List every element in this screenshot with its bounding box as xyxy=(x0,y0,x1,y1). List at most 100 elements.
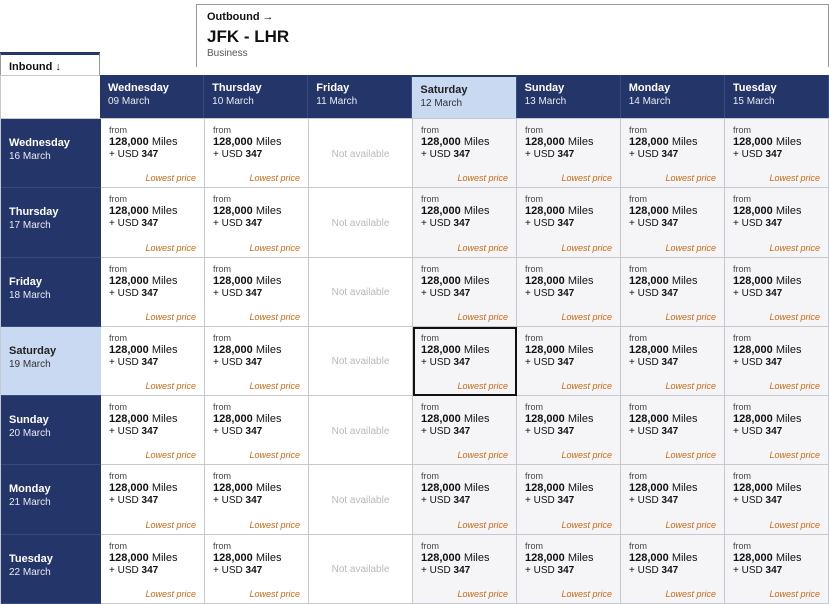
fare-cell[interactable]: from128,000 Miles+ USD 347Lowest price xyxy=(413,396,517,465)
miles-value: 128,000 Miles xyxy=(213,482,300,494)
cash-value: + USD 347 xyxy=(421,288,508,299)
row-header[interactable]: Friday18 March xyxy=(1,258,101,327)
col-header[interactable]: Wednesday09 March xyxy=(100,75,204,118)
fare-cell[interactable]: from128,000 Miles+ USD 347Lowest price xyxy=(101,188,205,257)
row-header[interactable]: Monday21 March xyxy=(1,465,101,534)
miles-value: 128,000 Miles xyxy=(525,344,612,356)
fare-cell[interactable]: from128,000 Miles+ USD 347Lowest price xyxy=(413,465,517,534)
lowest-price-label: Lowest price xyxy=(769,312,820,322)
fare-cell[interactable]: from128,000 Miles+ USD 347Lowest price xyxy=(517,119,621,188)
miles-value: 128,000 Miles xyxy=(525,552,612,564)
col-header[interactable]: Thursday10 March xyxy=(204,75,308,118)
fare-cell[interactable]: from128,000 Miles+ USD 347Lowest price xyxy=(517,258,621,327)
fare-cell[interactable]: from128,000 Miles+ USD 347Lowest price xyxy=(725,188,829,257)
fare-cell[interactable]: from128,000 Miles+ USD 347Lowest price xyxy=(205,258,309,327)
fare-cell[interactable]: from128,000 Miles+ USD 347Lowest price xyxy=(101,465,205,534)
fare-cell[interactable]: from128,000 Miles+ USD 347Lowest price xyxy=(621,396,725,465)
fare-cell[interactable]: from128,000 Miles+ USD 347Lowest price xyxy=(621,119,725,188)
row-header[interactable]: Sunday20 March xyxy=(1,396,101,465)
fare-cell[interactable]: from128,000 Miles+ USD 347Lowest price xyxy=(205,327,309,396)
miles-value: 128,000 Miles xyxy=(733,136,820,148)
fare-cell[interactable]: from128,000 Miles+ USD 347Lowest price xyxy=(517,327,621,396)
fare-cell[interactable]: from128,000 Miles+ USD 347Lowest price xyxy=(101,396,205,465)
row-header[interactable]: Tuesday22 March xyxy=(1,535,101,604)
cash-value: + USD 347 xyxy=(629,288,716,299)
fare-cell[interactable]: from128,000 Miles+ USD 347Lowest price xyxy=(725,465,829,534)
from-label: from xyxy=(213,333,300,343)
fare-cell[interactable]: from128,000 Miles+ USD 347Lowest price xyxy=(413,258,517,327)
cash-value: + USD 347 xyxy=(421,565,508,576)
fare-cell[interactable]: from128,000 Miles+ USD 347Lowest price xyxy=(725,396,829,465)
fare-cell[interactable]: from128,000 Miles+ USD 347Lowest price xyxy=(101,327,205,396)
col-header[interactable]: Tuesday15 March xyxy=(725,75,829,118)
fare-cell[interactable]: from128,000 Miles+ USD 347Lowest price xyxy=(205,188,309,257)
miles-value: 128,000 Miles xyxy=(421,482,508,494)
miles-value: 128,000 Miles xyxy=(421,344,508,356)
miles-value: 128,000 Miles xyxy=(629,136,716,148)
row-header[interactable]: Wednesday16 March xyxy=(1,119,101,188)
fare-cell[interactable]: from128,000 Miles+ USD 347Lowest price xyxy=(205,396,309,465)
row-header[interactable]: Saturday19 March xyxy=(1,327,101,396)
from-label: from xyxy=(629,471,716,481)
miles-value: 128,000 Miles xyxy=(629,344,716,356)
from-label: from xyxy=(525,125,612,135)
fare-cell[interactable]: from128,000 Miles+ USD 347Lowest price xyxy=(517,396,621,465)
cash-value: + USD 347 xyxy=(213,288,300,299)
fare-cell[interactable]: from128,000 Miles+ USD 347Lowest price xyxy=(621,258,725,327)
lowest-price-label: Lowest price xyxy=(457,520,508,530)
fare-cell-unavailable: Not available xyxy=(309,188,413,257)
from-label: from xyxy=(109,402,196,412)
miles-value: 128,000 Miles xyxy=(629,205,716,217)
lowest-price-label: Lowest price xyxy=(145,173,196,183)
col-header[interactable]: Sunday13 March xyxy=(517,75,621,118)
fare-cell[interactable]: from128,000 Miles+ USD 347Lowest price xyxy=(413,327,517,396)
lowest-price-label: Lowest price xyxy=(457,589,508,599)
miles-value: 128,000 Miles xyxy=(213,205,300,217)
fare-cell[interactable]: from128,000 Miles+ USD 347Lowest price xyxy=(413,535,517,604)
fare-cell[interactable]: from128,000 Miles+ USD 347Lowest price xyxy=(725,535,829,604)
fare-cell[interactable]: from128,000 Miles+ USD 347Lowest price xyxy=(517,465,621,534)
miles-value: 128,000 Miles xyxy=(525,136,612,148)
lowest-price-label: Lowest price xyxy=(249,312,300,322)
row-date: 20 March xyxy=(9,428,93,439)
fare-cell[interactable]: from128,000 Miles+ USD 347Lowest price xyxy=(621,327,725,396)
miles-value: 128,000 Miles xyxy=(213,552,300,564)
row-dow: Wednesday xyxy=(9,137,93,149)
fare-cell[interactable]: from128,000 Miles+ USD 347Lowest price xyxy=(205,119,309,188)
fare-cell[interactable]: from128,000 Miles+ USD 347Lowest price xyxy=(101,535,205,604)
cash-value: + USD 347 xyxy=(421,218,508,229)
fare-cell[interactable]: from128,000 Miles+ USD 347Lowest price xyxy=(621,188,725,257)
fare-cell[interactable]: from128,000 Miles+ USD 347Lowest price xyxy=(101,258,205,327)
lowest-price-label: Lowest price xyxy=(561,450,612,460)
fare-cell[interactable]: from128,000 Miles+ USD 347Lowest price xyxy=(517,535,621,604)
lowest-price-label: Lowest price xyxy=(145,520,196,530)
fare-cell[interactable]: from128,000 Miles+ USD 347Lowest price xyxy=(517,188,621,257)
miles-value: 128,000 Miles xyxy=(109,136,196,148)
fare-cell-unavailable: Not available xyxy=(309,327,413,396)
miles-value: 128,000 Miles xyxy=(109,205,196,217)
fare-cell[interactable]: from128,000 Miles+ USD 347Lowest price xyxy=(621,465,725,534)
row-dow: Friday xyxy=(9,276,93,288)
fare-cell[interactable]: from128,000 Miles+ USD 347Lowest price xyxy=(101,119,205,188)
from-label: from xyxy=(421,264,508,274)
fare-cell[interactable]: from128,000 Miles+ USD 347Lowest price xyxy=(205,465,309,534)
fare-cell[interactable]: from128,000 Miles+ USD 347Lowest price xyxy=(413,119,517,188)
row-header[interactable]: Thursday17 March xyxy=(1,188,101,257)
outbound-header: Outbound→ JFK - LHR Business xyxy=(196,4,829,67)
fare-cell[interactable]: from128,000 Miles+ USD 347Lowest price xyxy=(725,119,829,188)
fare-cell[interactable]: from128,000 Miles+ USD 347Lowest price xyxy=(725,327,829,396)
col-header[interactable]: Saturday12 March xyxy=(412,75,516,118)
arrow-right-icon: → xyxy=(263,11,274,23)
from-label: from xyxy=(733,541,820,551)
from-label: from xyxy=(629,541,716,551)
col-header[interactable]: Friday11 March xyxy=(308,75,412,118)
col-header[interactable]: Monday14 March xyxy=(621,75,725,118)
fare-cell[interactable]: from128,000 Miles+ USD 347Lowest price xyxy=(621,535,725,604)
lowest-price-label: Lowest price xyxy=(769,173,820,183)
fare-cell[interactable]: from128,000 Miles+ USD 347Lowest price xyxy=(725,258,829,327)
miles-value: 128,000 Miles xyxy=(733,552,820,564)
col-dow: Tuesday xyxy=(733,82,820,94)
fare-cell[interactable]: from128,000 Miles+ USD 347Lowest price xyxy=(413,188,517,257)
fare-cell[interactable]: from128,000 Miles+ USD 347Lowest price xyxy=(205,535,309,604)
from-label: from xyxy=(109,471,196,481)
